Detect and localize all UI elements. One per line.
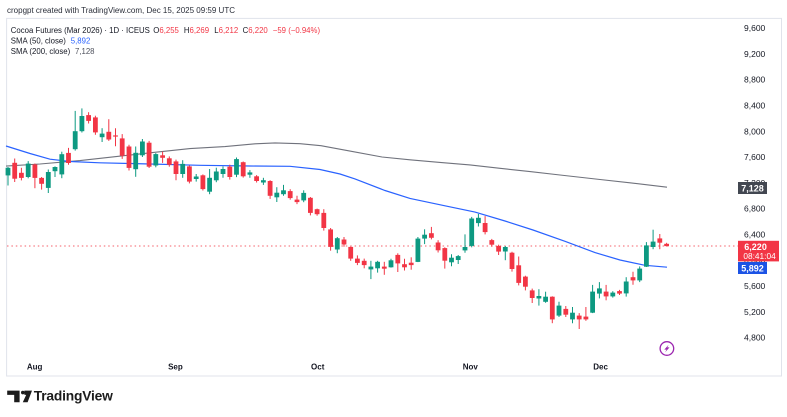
svg-text:cropgpt created with TradingVi: cropgpt created with TradingView.com, De… xyxy=(7,6,235,15)
svg-text:6,220: 6,220 xyxy=(744,242,767,252)
svg-text:6,800: 6,800 xyxy=(744,204,766,214)
svg-text:Aug: Aug xyxy=(27,363,43,372)
svg-text:−59 (−0.94%): −59 (−0.94%) xyxy=(273,26,321,35)
svg-text:C6,220: C6,220 xyxy=(243,26,269,35)
svg-text:SMA (200, close): SMA (200, close) xyxy=(11,47,71,56)
svg-text:8,400: 8,400 xyxy=(744,101,766,111)
svg-text:5,200: 5,200 xyxy=(744,307,766,317)
svg-text:Oct: Oct xyxy=(311,363,325,372)
svg-text:5,600: 5,600 xyxy=(744,281,766,291)
svg-text:H6,269: H6,269 xyxy=(184,26,209,35)
svg-text:4,800: 4,800 xyxy=(744,333,766,343)
svg-text:7,128: 7,128 xyxy=(741,183,764,193)
svg-text:08:41:04: 08:41:04 xyxy=(743,251,776,261)
svg-text:7,128: 7,128 xyxy=(75,47,95,56)
svg-text:Nov: Nov xyxy=(463,363,479,372)
svg-text:5,892: 5,892 xyxy=(71,36,91,45)
svg-text:7,600: 7,600 xyxy=(744,152,766,162)
svg-text:L6,212: L6,212 xyxy=(214,26,238,35)
svg-text:Sep: Sep xyxy=(168,363,183,372)
svg-text:TradingView: TradingView xyxy=(34,388,113,403)
svg-text:8,800: 8,800 xyxy=(744,75,766,85)
svg-text:5,892: 5,892 xyxy=(741,263,764,273)
svg-text:O6,255: O6,255 xyxy=(153,26,179,35)
svg-text:SMA (50, close): SMA (50, close) xyxy=(11,36,66,45)
svg-text:Cocoa Futures (Mar 2026) · 1D: Cocoa Futures (Mar 2026) · 1D · ICEUS xyxy=(11,26,150,35)
svg-text:9,600: 9,600 xyxy=(744,23,766,33)
svg-text:9,200: 9,200 xyxy=(744,49,766,59)
svg-text:Dec: Dec xyxy=(593,363,608,372)
svg-text:6,400: 6,400 xyxy=(744,230,766,240)
svg-text:8,000: 8,000 xyxy=(744,126,766,136)
